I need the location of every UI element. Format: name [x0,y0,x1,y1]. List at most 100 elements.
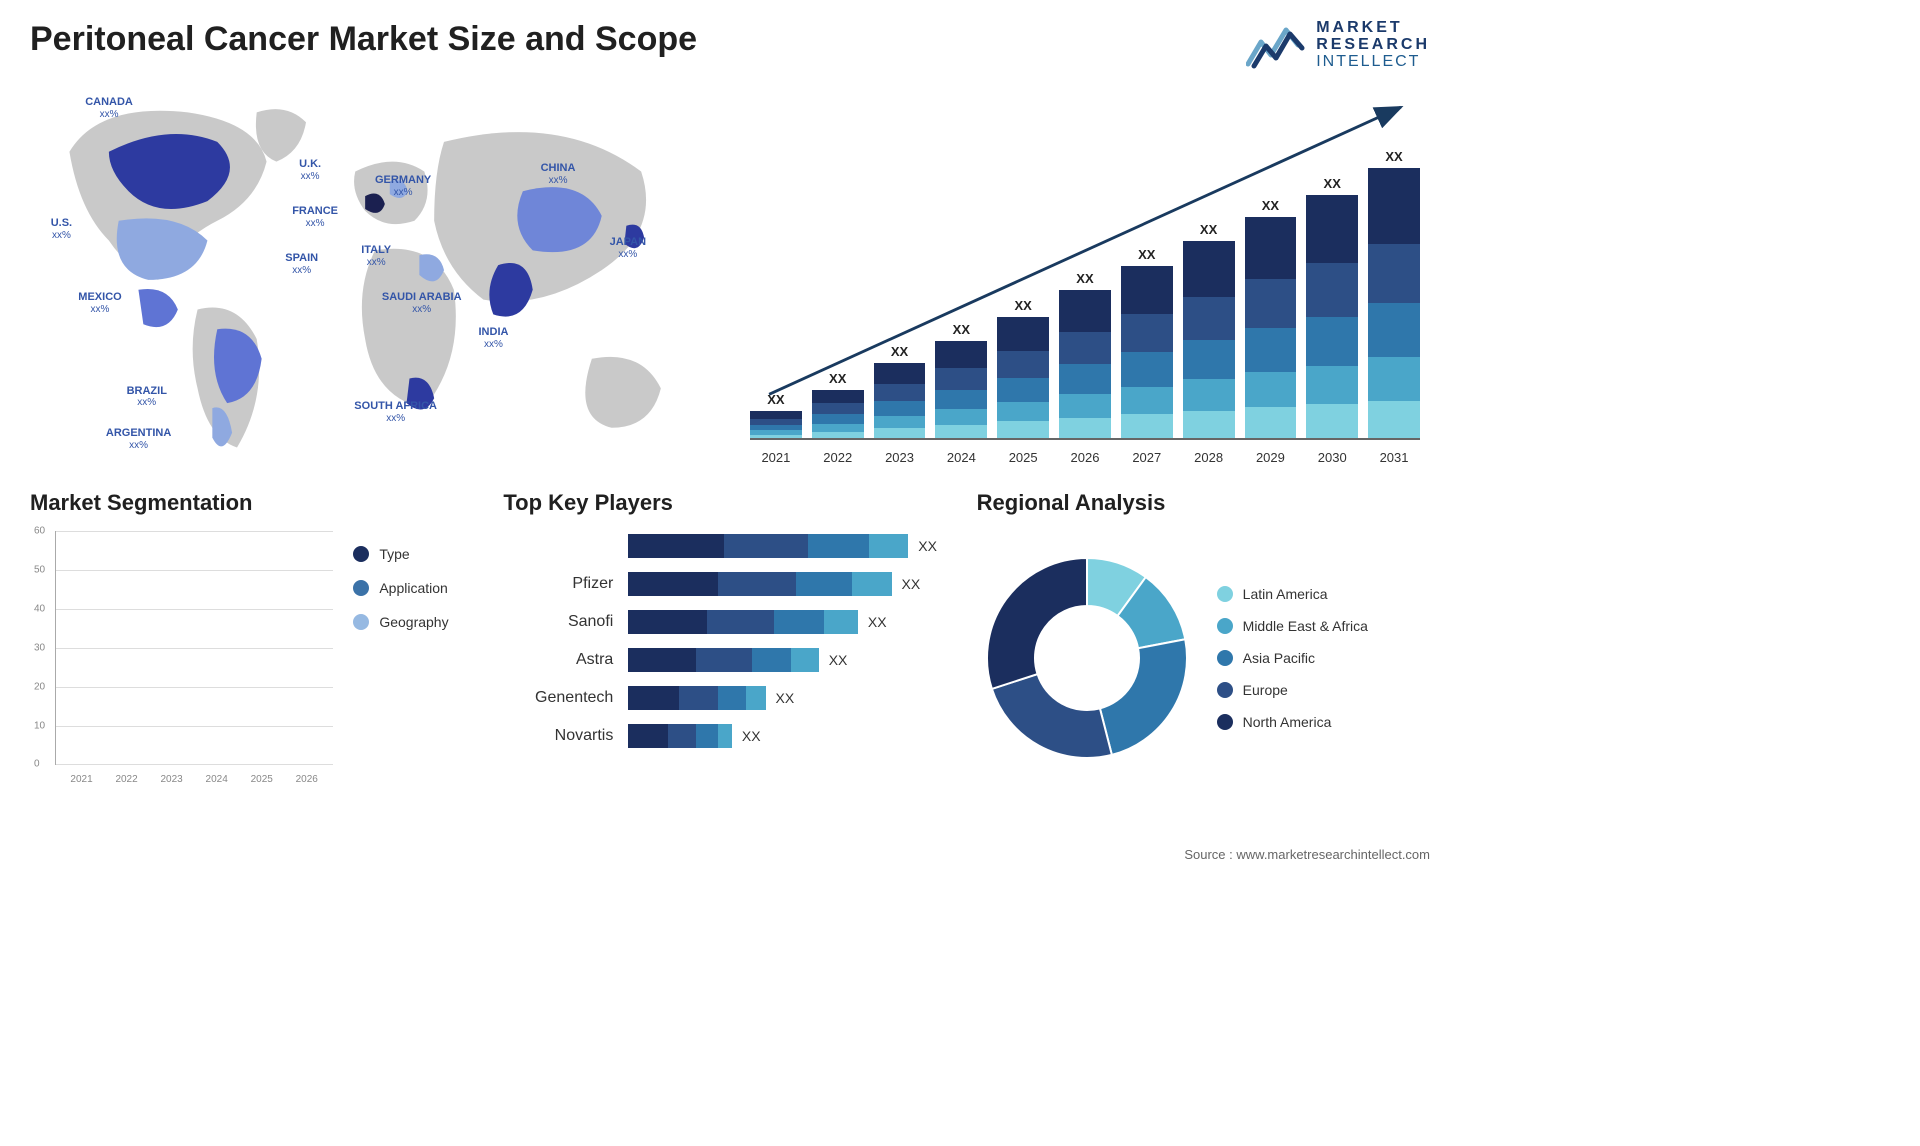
regional-legend-item: North America [1217,714,1430,730]
kp-bar-row: XX [628,572,956,596]
map-country-label: SAUDI ARABIAxx% [382,291,462,315]
growth-bar-value: XX [1324,176,1341,191]
donut-slice [987,558,1087,689]
map-country-label: CANADAxx% [85,96,133,120]
kp-row-label [503,534,613,558]
regional-legend-item: Asia Pacific [1217,650,1430,666]
seg-y-tick: 60 [34,526,45,537]
seg-y-tick: 20 [34,681,45,692]
map-country-label: FRANCExx% [292,205,338,229]
seg-y-tick: 10 [34,720,45,731]
map-country-label: INDIAxx% [479,326,509,350]
world-map-panel: CANADAxx%U.S.xx%MEXICOxx%BRAZILxx%ARGENT… [30,80,720,470]
growth-year-label: 2021 [750,450,802,465]
key-players-title: Top Key Players [503,490,956,516]
kp-bar-value: XX [829,652,848,668]
seg-x-label: 2024 [202,774,232,785]
growth-year-label: 2031 [1368,450,1420,465]
growth-bar: XX [750,392,802,438]
growth-bar: XX [874,344,926,439]
kp-bar-row: XX [628,534,956,558]
seg-x-label: 2023 [157,774,187,785]
kp-bar-value: XX [868,614,887,630]
source-label: Source : [1184,847,1232,862]
growth-year-label: 2030 [1306,450,1358,465]
regional-legend-item: Middle East & Africa [1217,618,1430,634]
map-country-label: BRAZILxx% [127,385,167,409]
regional-legend-item: Europe [1217,682,1430,698]
map-country-label: U.K.xx% [299,158,321,182]
kp-bar-row: XX [628,648,956,672]
kp-bar-value: XX [742,728,761,744]
growth-bar-value: XX [1262,198,1279,213]
growth-bar-value: XX [829,371,846,386]
growth-year-label: 2027 [1121,450,1173,465]
regional-panel: Regional Analysis Latin America Middle Ea… [977,490,1430,790]
growth-year-label: 2026 [1059,450,1111,465]
growth-bar: XX [1245,198,1297,438]
growth-year-label: 2029 [1245,450,1297,465]
seg-y-tick: 0 [34,759,40,770]
seg-x-label: 2025 [247,774,277,785]
map-country-label: SPAINxx% [285,252,318,276]
kp-bar-row: XX [628,724,956,748]
map-country-label: ARGENTINAxx% [106,427,171,451]
page-title: Peritoneal Cancer Market Size and Scope [30,20,697,59]
growth-year-label: 2022 [812,450,864,465]
map-country-label: ITALYxx% [361,244,391,268]
regional-legend-item: Latin America [1217,586,1430,602]
seg-y-tick: 40 [34,604,45,615]
growth-bar: XX [935,322,987,438]
seg-legend-item: Type [353,546,483,562]
kp-bar-row: XX [628,686,956,710]
regional-title: Regional Analysis [977,490,1430,516]
growth-bar: XX [1183,222,1235,438]
logo-line1: MARKET [1316,20,1430,37]
donut-slice [1100,640,1187,756]
seg-x-label: 2021 [67,774,97,785]
logo: MARKET RESEARCH INTELLECT [1246,20,1430,70]
key-players-chart: XX XX XX XX XX XX [628,526,956,790]
growth-bar-value: XX [767,392,784,407]
kp-bar-row: XX [628,610,956,634]
growth-bar: XX [1306,176,1358,438]
kp-row-label: Novartis [503,724,613,748]
kp-bar-value: XX [918,538,937,554]
growth-bar-value: XX [1076,271,1093,286]
segmentation-legend: TypeApplicationGeography [353,526,483,790]
header: Peritoneal Cancer Market Size and Scope … [30,20,1430,70]
map-country-label: CHINAxx% [541,162,576,186]
kp-row-label: Genentech [503,686,613,710]
growth-bar-value: XX [953,322,970,337]
growth-bar: XX [997,298,1049,438]
growth-bar: XX [1059,271,1111,438]
growth-year-label: 2028 [1183,450,1235,465]
growth-bar-value: XX [1014,298,1031,313]
map-country-label: JAPANxx% [610,236,646,260]
growth-bar: XX [1368,149,1420,438]
logo-icon [1246,20,1306,70]
seg-x-label: 2026 [292,774,322,785]
segmentation-panel: Market Segmentation 0102030405060 202120… [30,490,483,790]
map-country-label: U.S.xx% [51,217,72,241]
growth-bar-value: XX [1200,222,1217,237]
seg-x-label: 2022 [112,774,142,785]
source-attribution: Source : www.marketresearchintellect.com [1184,847,1430,862]
kp-row-label: Sanofi [503,610,613,634]
map-country-label: SOUTH AFRICAxx% [354,400,437,424]
seg-legend-item: Geography [353,614,483,630]
segmentation-title: Market Segmentation [30,490,483,516]
kp-bar-value: XX [902,576,921,592]
logo-line3: INTELLECT [1316,54,1430,71]
kp-row-label: Astra [503,648,613,672]
growth-year-label: 2023 [874,450,926,465]
growth-bar-value: XX [891,344,908,359]
logo-line2: RESEARCH [1316,37,1430,54]
growth-bar: XX [1121,247,1173,439]
growth-bar-value: XX [1385,149,1402,164]
market-growth-chart: XXXXXXXXXXXXXXXXXXXXXX 20212022202320242… [740,80,1430,470]
growth-year-label: 2025 [997,450,1049,465]
map-country-label: GERMANYxx% [375,174,431,198]
growth-bar-value: XX [1138,247,1155,262]
seg-y-tick: 30 [34,642,45,653]
